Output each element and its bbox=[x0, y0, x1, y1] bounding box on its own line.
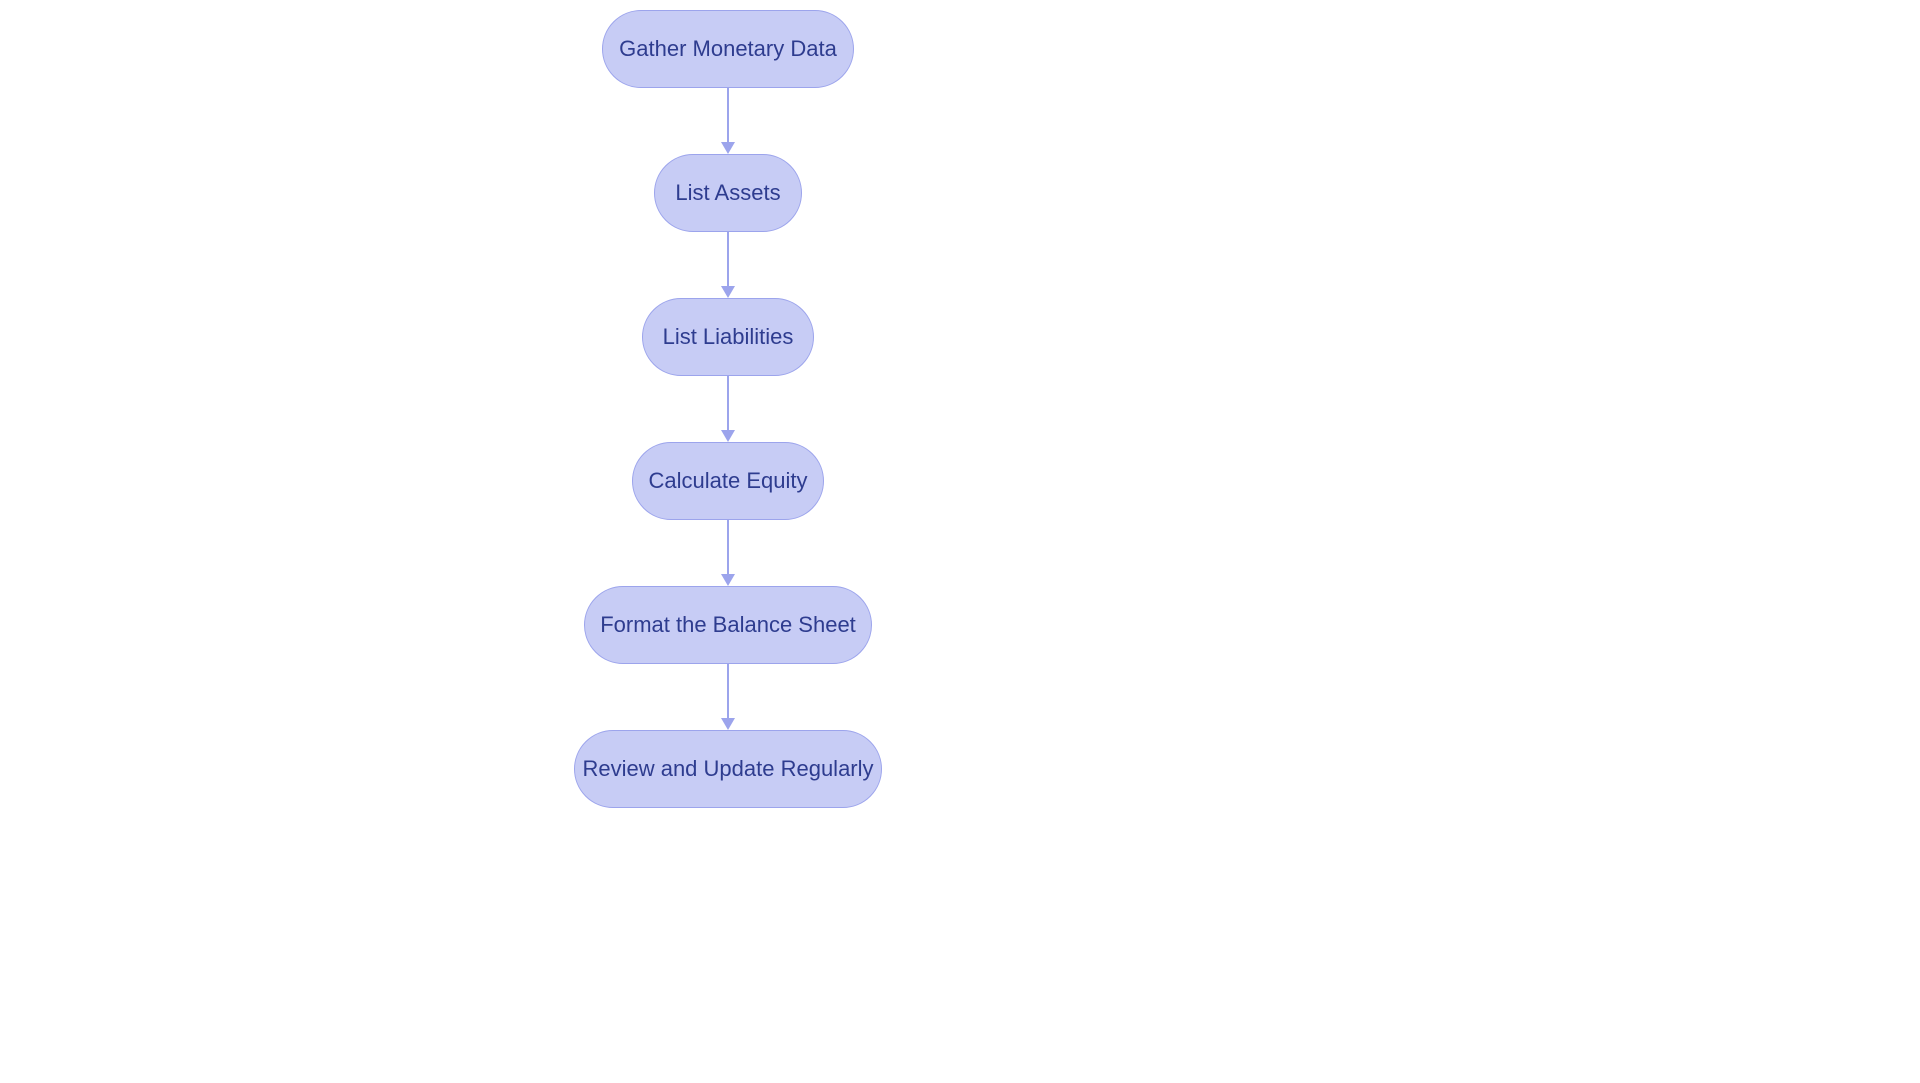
flowchart-arrow-n4-n5 bbox=[716, 520, 740, 586]
flowchart-node-n3: List Liabilities bbox=[642, 298, 814, 376]
flowchart-arrow-n1-n2 bbox=[716, 88, 740, 154]
flowchart-node-n2: List Assets bbox=[654, 154, 802, 232]
flowchart-node-n4: Calculate Equity bbox=[632, 442, 824, 520]
flowchart-container: Gather Monetary Data List Assets List Liab… bbox=[0, 0, 1920, 1083]
flowchart-arrow-n3-n4 bbox=[716, 376, 740, 442]
flowchart-node-n5: Format the Balance Sheet bbox=[584, 586, 872, 664]
flowchart-node-n1: Gather Monetary Data bbox=[602, 10, 854, 88]
flowchart-arrow-n2-n3 bbox=[716, 232, 740, 298]
flowchart-node-n6: Review and Update Regularly bbox=[574, 730, 882, 808]
flowchart-arrow-n5-n6 bbox=[716, 664, 740, 730]
